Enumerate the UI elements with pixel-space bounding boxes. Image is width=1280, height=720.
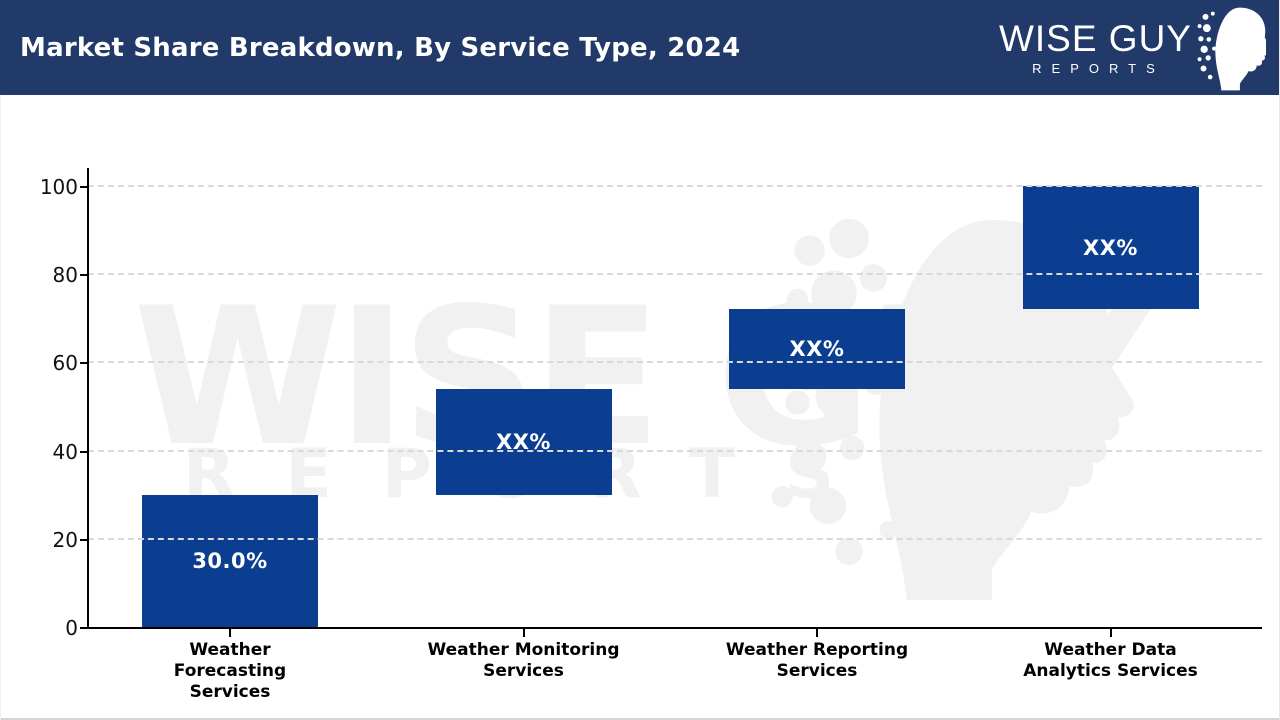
x-category-label-line: Forecasting (173, 661, 287, 681)
x-category-label-line: Analytics Services (1023, 661, 1198, 681)
x-tick-mark (522, 629, 525, 637)
x-tick-mark (1109, 629, 1112, 637)
y-tick-mark (80, 538, 87, 541)
x-category-label-line: Weather Data (1044, 640, 1177, 660)
x-category-label: Weather Data Analytics Services (991, 640, 1231, 682)
y-tick-mark (80, 274, 87, 277)
x-category-label-line: Services (483, 661, 564, 681)
bottom-edge-line (0, 718, 1280, 720)
x-tick-mark (229, 629, 231, 637)
gridline (88, 361, 1262, 364)
bar-value-label: XX% (1083, 235, 1138, 260)
x-category-label-line: Services (776, 661, 858, 681)
y-tick-label: 100 (39, 175, 78, 199)
logo-wordmark: WISE GUY (998, 18, 1192, 59)
gridline (88, 449, 1262, 452)
x-category-label: Weather Monitoring Services (404, 640, 644, 682)
bar-segment: XX% (435, 388, 612, 495)
bar-segment: 30.0% (142, 494, 318, 627)
x-category-label-line: Weather (189, 640, 271, 660)
logo-subtext: REPORTS (1032, 61, 1165, 76)
x-category-label-line: Services (189, 682, 271, 702)
bar-segment: XX% (729, 309, 905, 389)
x-category-label: Weather Forecasting Services (110, 640, 350, 703)
bar-value-label: 30.0% (192, 548, 268, 573)
y-tick-label: 20 (52, 527, 78, 552)
gridline (88, 185, 1262, 187)
page-title: Market Share Breakdown, By Service Type,… (20, 32, 741, 63)
left-edge-line (0, 95, 1, 720)
y-tick-label: 40 (52, 439, 78, 464)
bar-segment: XX% (1022, 186, 1199, 310)
y-tick-label: 0 (65, 616, 78, 640)
logo: WISE GUY REPORTS (999, 5, 1280, 91)
x-category-label: Weather Reporting Services (697, 640, 937, 682)
gridline (88, 537, 1262, 540)
y-tick-mark (80, 627, 87, 629)
y-tick-label: 80 (52, 263, 78, 288)
gridline (88, 273, 1262, 276)
bar-value-label: XX% (789, 337, 845, 362)
x-category-label-line: Weather Reporting (725, 640, 909, 660)
y-tick-mark (80, 186, 87, 188)
y-tick-label: 60 (52, 351, 78, 376)
y-axis-line (87, 168, 89, 629)
header-bar: Market Share Breakdown, By Service Type,… (0, 0, 1280, 95)
y-tick-mark (80, 362, 87, 365)
y-tick-mark (80, 450, 87, 453)
x-axis-line (87, 627, 1262, 629)
x-tick-mark (816, 629, 818, 637)
x-category-label-line: Weather Monitoring (427, 640, 620, 660)
logo-text: WISE GUY REPORTS (999, 20, 1192, 75)
logo-head-icon (1197, 7, 1266, 90)
